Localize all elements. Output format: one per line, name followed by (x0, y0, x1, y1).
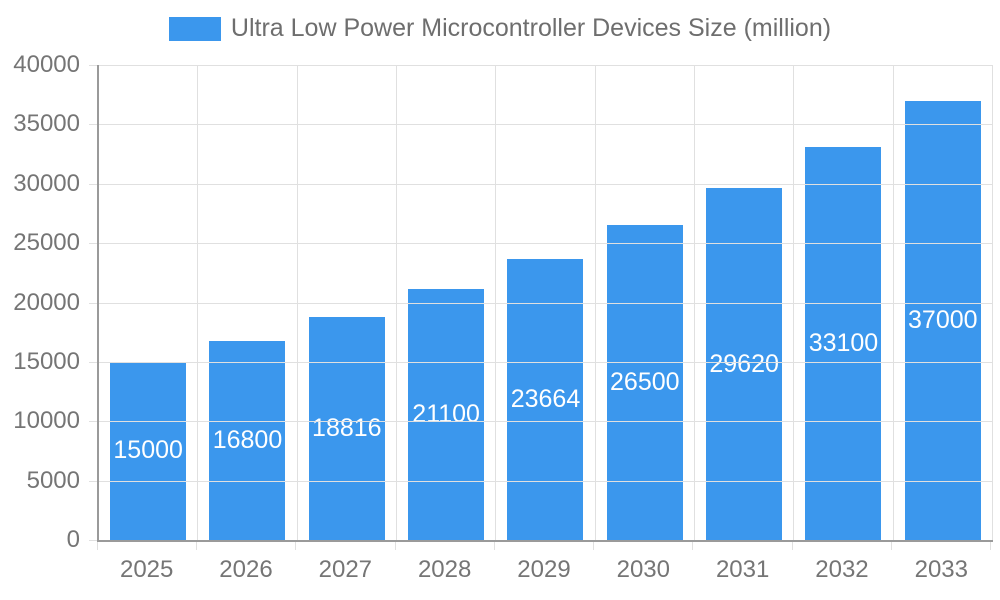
x-tick-2029 (495, 542, 595, 550)
x-tick-2030 (594, 542, 694, 550)
bar-2031[interactable]: 29620 (706, 188, 783, 540)
x-axis-labels: 2025 2026 2027 2028 2029 2030 2031 2032 2033 (97, 556, 991, 584)
gridline-y-40000 (99, 65, 993, 66)
bar-value-label-2032: 33100 (808, 328, 879, 357)
bar-value-label-2031: 29620 (709, 349, 779, 378)
chart-legend[interactable]: Ultra Low Power Microcontroller Devices … (0, 14, 1000, 43)
x-tick-label-2027: 2027 (318, 556, 373, 583)
bar-2028[interactable]: 21100 (408, 289, 485, 540)
x-tick-label-2026: 2026 (219, 556, 273, 583)
y-tick-label-15000: 15000 (13, 347, 80, 375)
x-tick-2028 (396, 542, 495, 550)
gridline-y-25000 (99, 243, 993, 245)
bar-value-label-2025: 15000 (113, 436, 183, 465)
x-tick-2032 (793, 542, 892, 550)
y-tick-35000 (89, 124, 97, 126)
y-axis-labels: 0 5000 10000 15000 20000 25000 30000 35000 40000 (0, 51, 80, 553)
y-tick-label-20000: 20000 (13, 288, 80, 316)
category-cell-2025: 15000 (99, 65, 199, 540)
y-tick-label-35000: 35000 (13, 110, 80, 138)
bar-value-label-2027: 18816 (312, 413, 382, 442)
x-tick-2031 (693, 542, 793, 550)
y-tick-0 (89, 540, 97, 541)
y-tick-label-40000: 40000 (13, 51, 80, 78)
category-cell-2032: 33100 (794, 65, 894, 540)
legend-label: Ultra Low Power Microcontroller Devices … (230, 14, 832, 42)
gridline-y-20000 (99, 302, 993, 304)
y-tick-label-10000: 10000 (13, 407, 80, 435)
y-tick-label-30000: 30000 (13, 169, 80, 197)
y-tick-25000 (89, 243, 97, 245)
category-cell-2030: 26500 (596, 65, 695, 540)
gridline-y-30000 (99, 183, 993, 185)
x-tick-label-2031: 2031 (715, 556, 770, 583)
bar-2027[interactable]: 18816 (308, 316, 385, 540)
gridline-y-35000 (99, 124, 993, 126)
x-tick-label-2032: 2032 (815, 556, 869, 583)
y-tick-20000 (89, 302, 97, 304)
category-cell-2029: 23664 (496, 65, 596, 540)
bar-value-label-2029: 23664 (510, 385, 581, 413)
y-tick-label-25000: 25000 (13, 229, 80, 257)
y-tick-30000 (89, 183, 97, 185)
bar-2030[interactable]: 26500 (606, 225, 683, 540)
x-tick-2033 (892, 542, 991, 550)
y-tick-40000 (89, 65, 97, 66)
bar-value-label-2028: 21100 (412, 400, 480, 429)
category-cell-2033: 37000 (894, 65, 993, 540)
bar-2026[interactable]: 16800 (209, 340, 286, 540)
bar-2025[interactable]: 15000 (110, 361, 187, 540)
x-tick-label-2028: 2028 (417, 556, 472, 583)
bar-2029[interactable]: 23664 (507, 259, 584, 540)
y-tick-15000 (89, 361, 97, 363)
x-tick-label-2033: 2033 (914, 556, 968, 583)
bar-value-label-2030: 26500 (610, 368, 680, 397)
y-tick-label-5000: 5000 (26, 466, 80, 494)
bar-2033[interactable]: 37000 (904, 100, 981, 540)
bar-cells: 15000 16800 18816 21100 23664 26500 29620 33100… (99, 65, 993, 540)
y-tick-5000 (89, 480, 97, 482)
y-tick-10000 (89, 421, 97, 423)
bar-value-label-2026: 16800 (212, 425, 283, 454)
x-axis-ticks (97, 542, 991, 550)
bar-value-label-2033: 37000 (908, 305, 978, 334)
x-tick-label-2025: 2025 (119, 556, 174, 583)
y-tick-label-0: 0 (66, 526, 80, 553)
gridline-y-15000 (99, 361, 993, 363)
gridline-y-10000 (99, 421, 993, 423)
category-cell-2028: 21100 (397, 65, 497, 540)
category-cell-2026: 16800 (198, 65, 298, 540)
x-tick-label-2029: 2029 (517, 556, 571, 583)
x-tick-2027 (296, 542, 396, 550)
x-tick-2025 (97, 542, 198, 550)
x-tick-2026 (197, 542, 297, 550)
bar-2032[interactable]: 33100 (805, 146, 882, 540)
gridline-y-5000 (99, 480, 993, 482)
x-tick-label-2030: 2030 (616, 556, 670, 583)
plot-area: 15000 16800 18816 21100 23664 26500 29620 33100… (89, 65, 993, 542)
legend-swatch (168, 16, 221, 41)
